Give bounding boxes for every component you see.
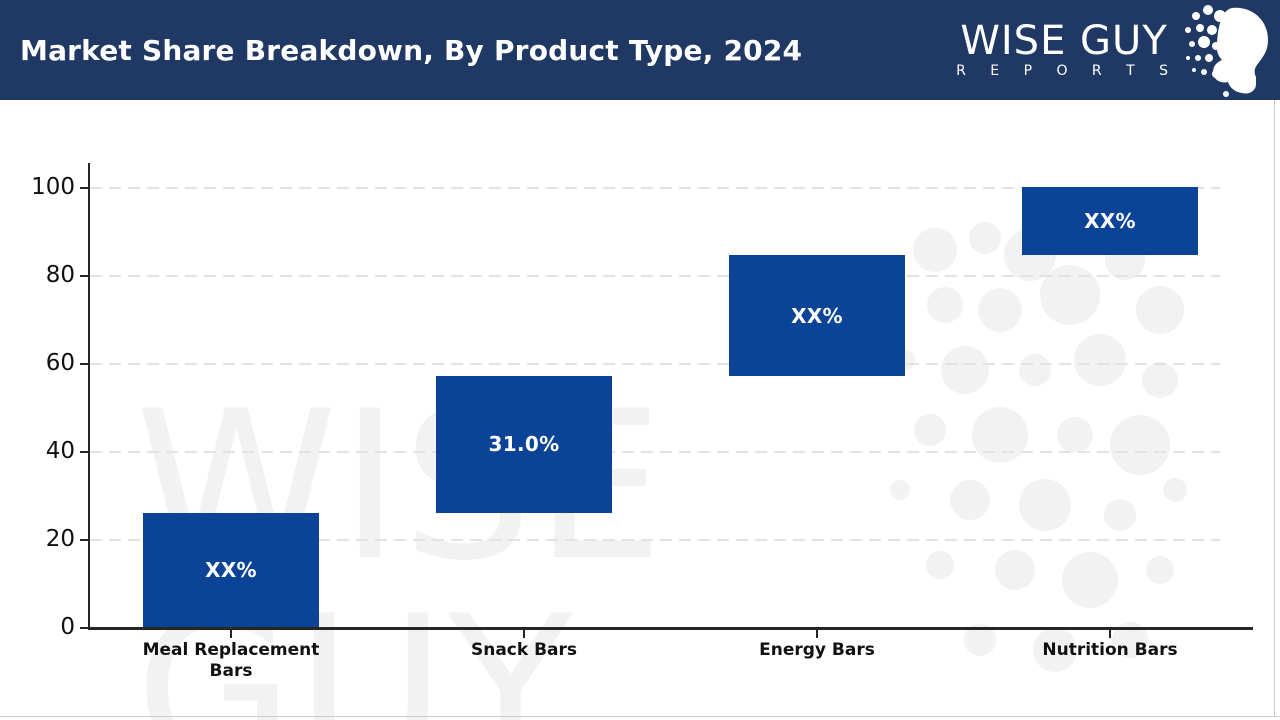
category-label: Energy Bars	[759, 640, 875, 660]
category-label: Nutrition Bars	[1042, 640, 1178, 660]
y-axis-tick-label: 60	[45, 350, 75, 376]
bar-value-label: XX%	[205, 557, 257, 582]
brand-logo-name: WISE GUY	[960, 18, 1168, 64]
brand-logo-subtitle: R E P O R T S	[956, 63, 1178, 79]
page-title: Market Share Breakdown, By Product Type,…	[20, 33, 803, 67]
y-axis-tick	[80, 539, 88, 541]
x-axis-spine	[88, 627, 1253, 630]
y-axis-tick	[80, 275, 88, 277]
bar-segment: XX%	[1022, 187, 1198, 256]
page-right-border	[1274, 100, 1275, 716]
brand-logo: WISE GUY R E P O R T S	[950, 2, 1280, 98]
bar-value-label: 31.0%	[488, 432, 560, 457]
bar-segment: XX%	[143, 512, 319, 627]
page-bottom-border	[0, 716, 1280, 717]
bar-segment: 31.0%	[436, 376, 612, 513]
y-axis-tick-label: 20	[45, 526, 75, 552]
y-axis-tick-label: 0	[60, 614, 75, 640]
grid-line	[90, 275, 1220, 277]
grid-line	[90, 451, 1220, 453]
x-axis-tick	[816, 630, 818, 638]
bar-segment: XX%	[729, 255, 905, 377]
grid-line	[90, 539, 1220, 541]
y-axis-tick	[80, 451, 88, 453]
chart-plot-area: WISE GUY R E P O R T S 020406080100XX%Me…	[0, 100, 1280, 720]
category-label: Meal Replacement Bars	[142, 640, 320, 682]
y-axis-tick-label: 40	[45, 438, 75, 464]
x-axis-tick	[523, 630, 525, 638]
y-axis-tick	[80, 187, 88, 189]
y-axis-tick-label: 100	[31, 174, 75, 200]
bar-value-label: XX%	[791, 303, 843, 328]
brand-logo-text: WISE GUY R E P O R T S	[950, 21, 1178, 79]
watermark-head-dots-icon	[876, 222, 1187, 672]
y-axis-spine	[88, 163, 90, 627]
x-axis-tick	[1109, 630, 1111, 638]
y-axis-tick-label: 80	[45, 262, 75, 288]
grid-line	[90, 363, 1220, 365]
y-axis-tick	[80, 627, 88, 629]
x-axis-tick	[230, 630, 232, 638]
brand-head-icon	[1185, 5, 1268, 97]
bar-value-label: XX%	[1084, 209, 1136, 234]
category-label: Snack Bars	[470, 640, 578, 660]
header-bar: Market Share Breakdown, By Product Type,…	[0, 0, 1280, 100]
grid-line	[90, 187, 1220, 189]
y-axis-tick	[80, 363, 88, 365]
